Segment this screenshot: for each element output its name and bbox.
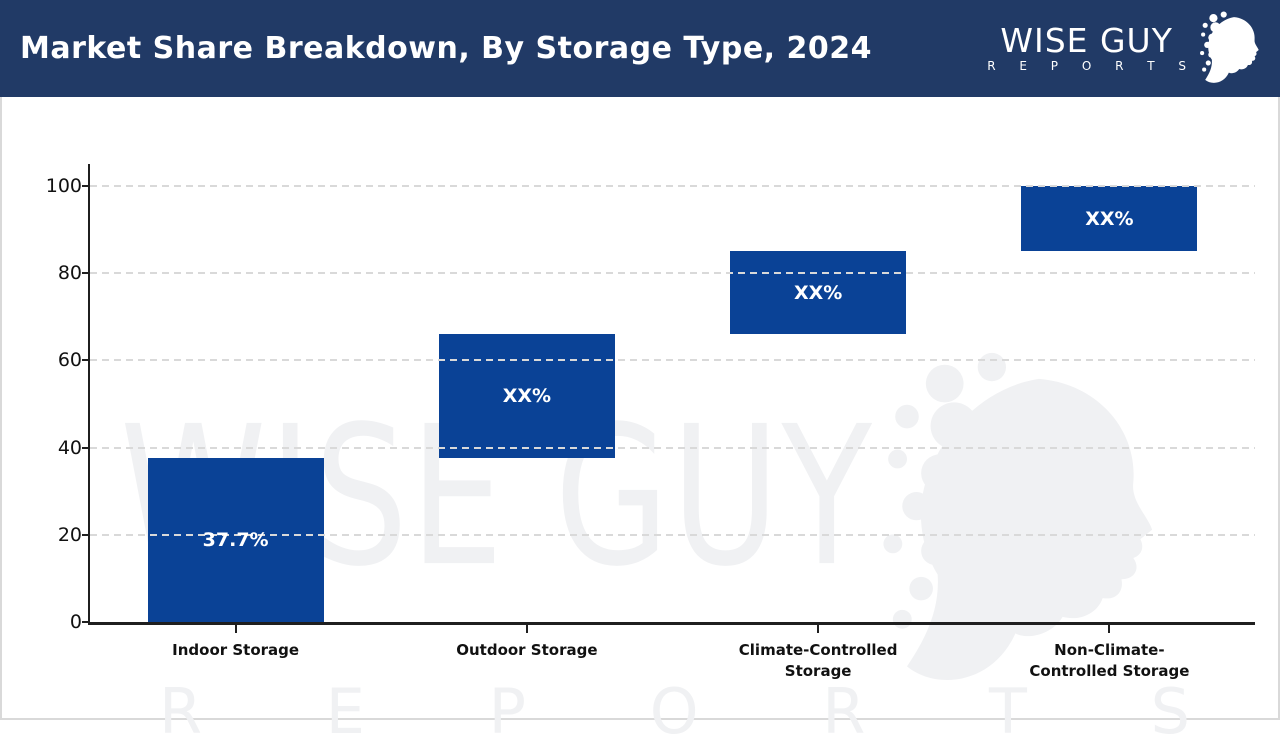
bar xyxy=(147,457,324,622)
x-category-label-line: Outdoor Storage xyxy=(456,641,598,659)
x-category-label-line: Indoor Storage xyxy=(172,641,300,659)
y-tick-label: 20 xyxy=(57,523,82,546)
y-tick xyxy=(82,446,90,449)
wise-guy-logo: WISE GUY R E P O R T S xyxy=(977,7,1280,91)
logo-face-icon xyxy=(1198,7,1270,91)
gridline xyxy=(90,359,1255,362)
bar-value-label: XX% xyxy=(793,281,843,304)
bar-value-label: 37.7% xyxy=(202,528,269,551)
x-tick xyxy=(817,625,820,633)
x-category-label: Climate-Controlled Storage xyxy=(703,640,933,682)
logo-wordmark: WISE GUY xyxy=(1000,20,1173,60)
x-category-label-line: Controlled Storage xyxy=(1029,662,1190,680)
y-axis-spine xyxy=(88,164,90,625)
x-category-label-line: Climate-Controlled xyxy=(738,641,898,659)
page-title: Market Share Breakdown, By Storage Type,… xyxy=(20,31,873,66)
bar xyxy=(730,251,907,335)
gridline xyxy=(90,533,1255,536)
y-tick xyxy=(82,272,90,275)
y-tick xyxy=(82,185,90,187)
chart-area: WISE GUY R E P O R T S 0 20 40 60 80 100 37.7%… xyxy=(0,97,1280,748)
x-category-label: Outdoor Storage xyxy=(412,640,642,661)
y-tick-label: 100 xyxy=(45,175,82,197)
x-tick xyxy=(1108,625,1111,633)
y-tick-label: 80 xyxy=(57,262,82,285)
x-category-label-line: Storage xyxy=(784,662,852,680)
gridline xyxy=(90,446,1255,449)
x-tick xyxy=(234,625,237,633)
gridline xyxy=(90,272,1255,275)
watermark-subtext: R E P O R T S xyxy=(159,675,1242,748)
y-tick-label: 40 xyxy=(57,436,82,459)
logo-text: WISE GUY R E P O R T S xyxy=(977,20,1196,74)
bar-value-label: XX% xyxy=(1085,207,1134,230)
y-tick xyxy=(82,621,90,623)
x-category-label-line: Non-Climate- xyxy=(1054,641,1165,659)
logo-subtext: R E P O R T S xyxy=(987,59,1196,74)
bar xyxy=(438,334,615,458)
y-tick xyxy=(82,533,90,536)
x-category-label: Non-Climate- Controlled Storage xyxy=(994,640,1224,682)
x-category-label: Indoor Storage xyxy=(121,640,351,661)
y-tick xyxy=(82,359,90,362)
bar xyxy=(1021,186,1198,252)
header-bar: Market Share Breakdown, By Storage Type,… xyxy=(0,0,1280,97)
bar-value-label: XX% xyxy=(502,384,552,407)
y-tick-label: 0 xyxy=(69,611,82,633)
gridline xyxy=(90,185,1255,187)
x-axis-spine xyxy=(88,622,1255,625)
x-tick xyxy=(525,625,528,633)
y-tick-label: 60 xyxy=(57,349,82,372)
